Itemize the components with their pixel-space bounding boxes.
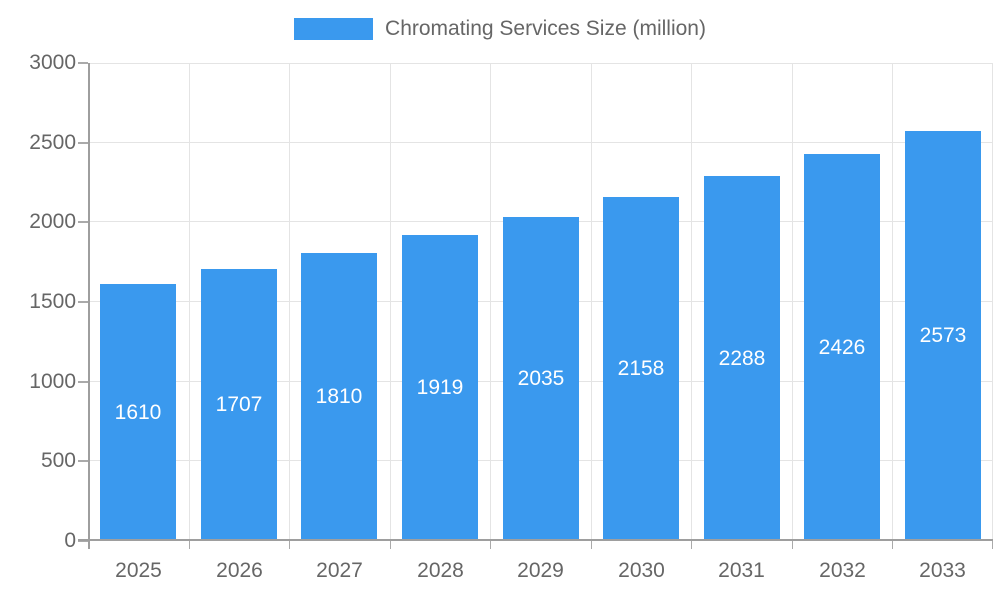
x-axis-label: 2025 <box>115 559 162 582</box>
bar-value-label: 1610 <box>114 400 162 424</box>
bar-value-label: 2573 <box>919 324 967 347</box>
x-axis-tick <box>591 541 592 549</box>
x-axis-label: 2031 <box>718 559 765 582</box>
x-axis-label: 2029 <box>517 559 564 582</box>
x-axis-tick <box>992 541 993 549</box>
bar-2030[interactable]: 2158 <box>603 197 679 541</box>
x-axis-tick <box>792 541 793 549</box>
y-axis-label: 1000 <box>29 370 76 393</box>
bar-2027[interactable]: 1810 <box>301 253 377 541</box>
y-axis-label: 2500 <box>29 131 76 154</box>
bar-value-label: 2035 <box>517 367 565 390</box>
y-axis-tick <box>78 540 88 542</box>
x-axis-tick <box>390 541 391 549</box>
bar-value-label: 1707 <box>215 393 263 416</box>
bar-layer: 1610 1707 1810 1919 2035 2158 2288 2426 2573 <box>88 63 993 541</box>
x-axis-label: 2027 <box>316 559 363 582</box>
x-axis-tick <box>892 541 893 549</box>
x-axis-label: 2032 <box>819 559 866 582</box>
chart-legend[interactable]: Chromating Services Size (million) <box>0 16 1000 42</box>
x-axis-tick <box>189 541 190 549</box>
x-gridline <box>691 63 692 541</box>
x-gridline <box>289 63 290 541</box>
y-axis-tick <box>78 301 88 303</box>
x-gridline <box>892 63 893 541</box>
y-axis-tick <box>78 381 88 383</box>
x-gridline <box>490 63 491 541</box>
x-axis-tick <box>691 541 692 549</box>
x-axis-line <box>78 539 993 541</box>
x-axis-tick <box>490 541 491 549</box>
y-axis-tick <box>78 62 88 64</box>
bar-value-label: 1919 <box>416 376 464 399</box>
y-axis-label: 0 <box>64 529 76 552</box>
bar-value-label: 2288 <box>718 346 766 370</box>
y-axis-label: 500 <box>40 449 76 472</box>
x-axis-label: 2030 <box>618 559 665 582</box>
bar-2031[interactable]: 2288 <box>704 176 780 541</box>
bar-2026[interactable]: 1707 <box>201 269 277 541</box>
x-gridline <box>189 63 190 541</box>
legend-label: Chromating Services Size (million) <box>385 17 706 40</box>
y-axis-tick <box>78 142 88 144</box>
x-gridline <box>792 63 793 541</box>
y-axis-label: 3000 <box>29 51 76 74</box>
bar-2028[interactable]: 1919 <box>402 235 478 541</box>
y-gridline <box>88 63 993 64</box>
x-gridline <box>591 63 592 541</box>
bar-2029[interactable]: 2035 <box>503 217 579 541</box>
y-axis-label: 1500 <box>29 290 76 313</box>
x-axis-tick <box>289 541 290 549</box>
y-axis-line <box>88 63 90 541</box>
x-gridline <box>390 63 391 541</box>
plot-area: 1610 1707 1810 1919 2035 2158 2288 2426 2573 0 50… <box>29 51 993 582</box>
y-axis-tick <box>78 460 88 462</box>
y-gridline <box>88 142 993 143</box>
x-axis-label: 2026 <box>216 559 263 582</box>
x-axis-tick <box>88 541 90 549</box>
bar-2025[interactable]: 1610 <box>100 284 176 541</box>
bar-value-label: 2158 <box>617 357 665 380</box>
bar-value-label: 2426 <box>818 335 866 359</box>
label-layer: 0 500 1000 1500 2000 2500 3000 2025 2026 2027 2028… <box>29 51 993 582</box>
y-axis-tick <box>78 221 88 223</box>
x-axis-label: 2033 <box>919 559 966 582</box>
x-axis-label: 2028 <box>417 559 464 582</box>
y-axis-label: 2000 <box>29 210 76 233</box>
x-gridline <box>992 63 993 541</box>
legend-swatch <box>294 18 374 40</box>
bar-2032[interactable]: 2426 <box>804 154 880 541</box>
bar-value-label: 1810 <box>315 385 363 408</box>
axis-layer <box>78 62 993 549</box>
bar-2033[interactable]: 2573 <box>905 131 981 541</box>
